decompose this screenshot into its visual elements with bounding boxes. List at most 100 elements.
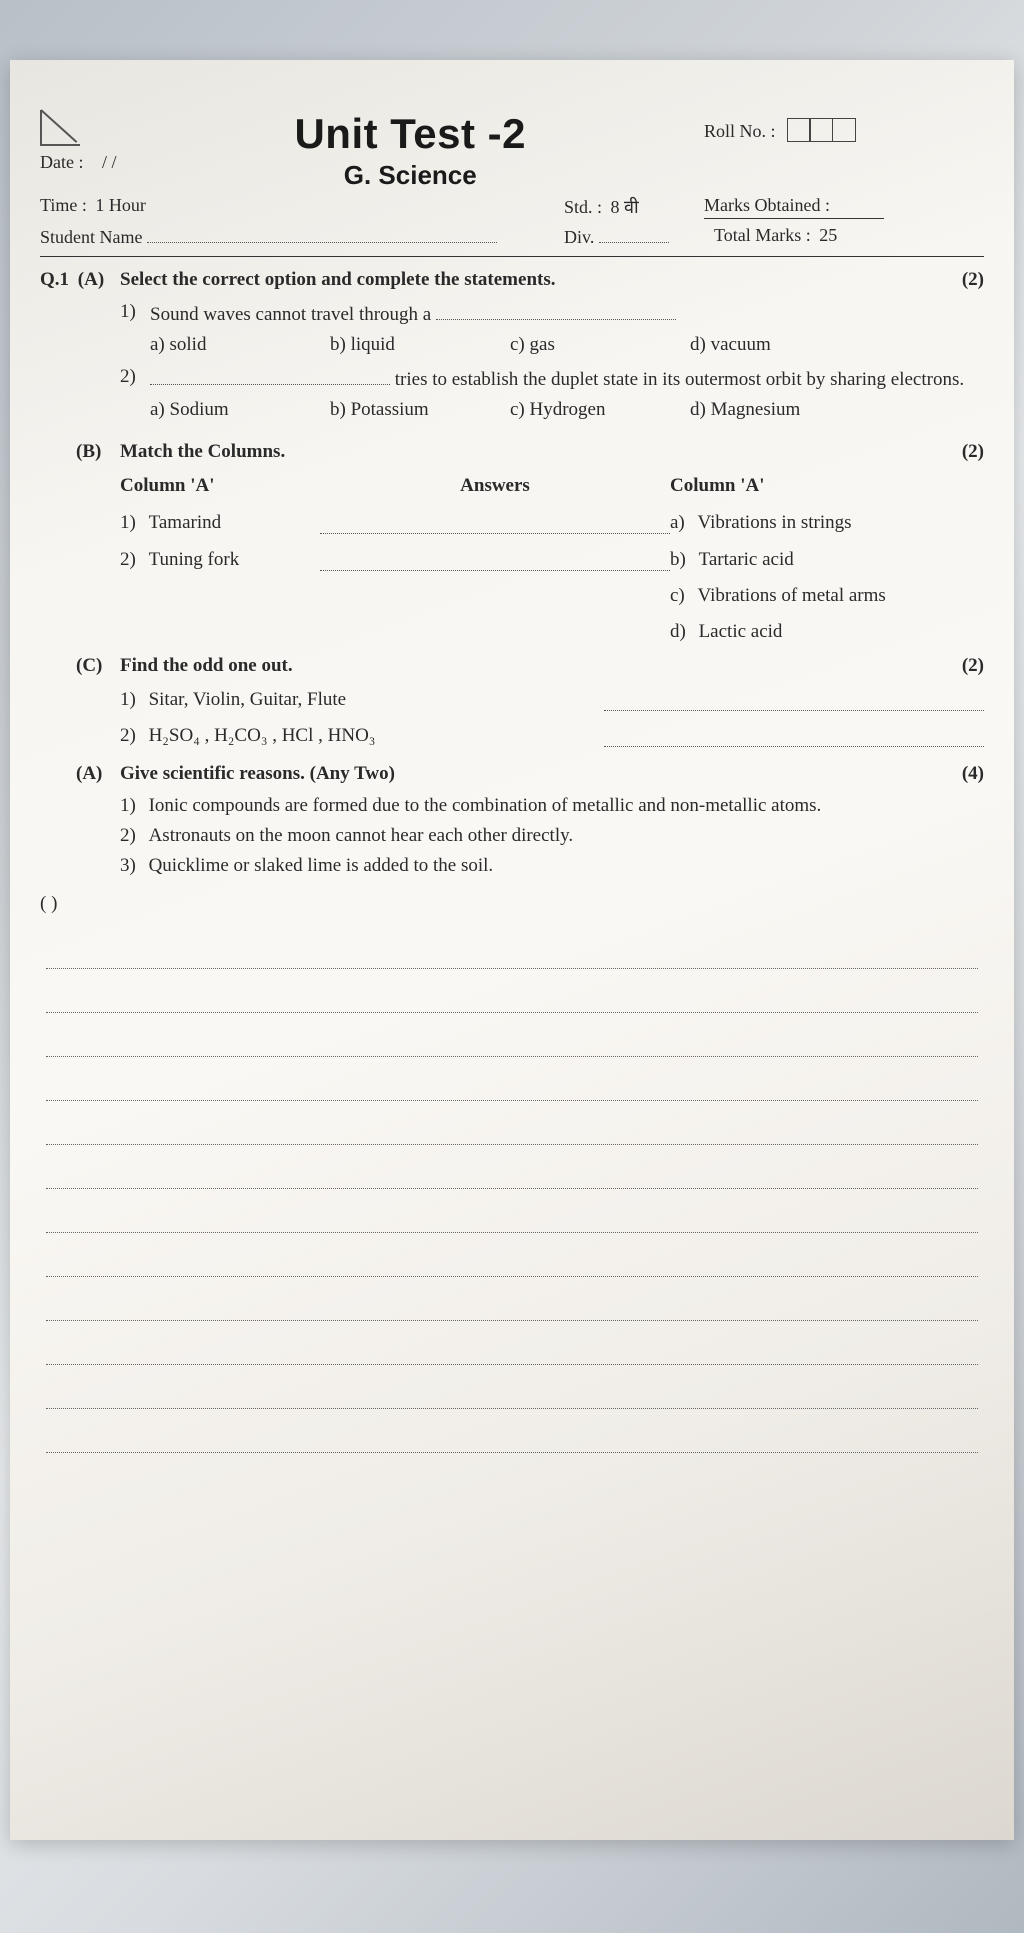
marks-obtained-label: Marks Obtained :: [704, 195, 884, 219]
time-label: Time :: [40, 195, 87, 215]
q1b-label: (B): [76, 441, 101, 462]
q1-num: Q.1: [40, 269, 69, 290]
match-b3-text: Vibrations of metal arms: [698, 585, 886, 606]
q1a1-stem: Sound waves cannot travel through a: [150, 304, 431, 325]
match-ans-1[interactable]: [320, 511, 670, 534]
q2a-label: (A): [76, 763, 102, 784]
header-divider: [40, 256, 984, 257]
col-a-head: Column 'A': [120, 475, 320, 497]
q1c2-num: 2): [120, 725, 136, 746]
q1-c-section: (C) Find the odd one out. (2) 1) Sitar, …: [40, 655, 984, 747]
match-row-4: d) Lactic acid: [120, 621, 984, 643]
match-b1-text: Vibrations in strings: [698, 512, 852, 533]
writing-line[interactable]: [46, 925, 978, 969]
col-ans-head: Answers: [320, 475, 670, 497]
q2a1-num: 1): [120, 795, 136, 816]
writing-line[interactable]: [46, 1145, 978, 1189]
q1a-marks: (2): [944, 269, 984, 291]
writing-line[interactable]: [46, 1321, 978, 1365]
writing-line[interactable]: [46, 1013, 978, 1057]
q2a2-text: Astronauts on the moon cannot hear each …: [149, 825, 574, 846]
match-b2-num: b): [670, 549, 686, 570]
q1a2-opt-d[interactable]: d) Magnesium: [690, 399, 830, 421]
q1a2-options: a) Sodium b) Potassium c) Hydrogen d) Ma…: [150, 399, 984, 421]
writing-line[interactable]: [46, 1057, 978, 1101]
q1a-item-1: 1) Sound waves cannot travel through a a…: [120, 301, 984, 356]
writing-line[interactable]: [46, 1277, 978, 1321]
q1a2-stem-tail: tries to establish the duplet state in i…: [395, 369, 964, 390]
q1c1-text: Sitar, Violin, Guitar, Flute: [149, 689, 347, 710]
q1a2-opt-c[interactable]: c) Hydrogen: [510, 399, 650, 421]
match-a2-text: Tuning fork: [149, 549, 240, 570]
writing-line[interactable]: [46, 969, 978, 1013]
q1a2-num: 2): [120, 366, 150, 391]
student-name-label: Student Name: [40, 227, 142, 247]
std-value: 8 वी: [611, 197, 639, 217]
match-columns: Column 'A' Answers Column 'A' 1) Tamarin…: [120, 475, 984, 643]
q1-a-section: Q.1 (A) Select the correct option and co…: [40, 269, 984, 421]
q1a1-opt-c[interactable]: c) gas: [510, 334, 650, 356]
writing-line[interactable]: [46, 1233, 978, 1277]
writing-line[interactable]: [46, 1409, 978, 1453]
triangle-icon: Date : / /: [40, 110, 117, 173]
q2a3-text: Quicklime or slaked lime is added to the…: [149, 855, 494, 876]
q2a3-num: 3): [120, 855, 136, 876]
match-b4-text: Lactic acid: [699, 621, 783, 642]
q1c-marks: (2): [944, 655, 984, 677]
q1c2-blank[interactable]: [604, 728, 984, 747]
title-block: Unit Test -2 G. Science: [117, 110, 705, 191]
subject-title: G. Science: [117, 160, 705, 191]
q1a2-opt-b[interactable]: b) Potassium: [330, 399, 470, 421]
reasons-list: 1) Ionic compounds are formed due to the…: [120, 795, 984, 877]
q2a-text: Give scientific reasons. (Any Two): [120, 763, 944, 785]
odd-out-list: 1) Sitar, Violin, Guitar, Flute 2) H₂SO₄…: [120, 689, 984, 747]
header: Date : / / Unit Test -2 G. Science Roll …: [40, 110, 984, 191]
q2a-marks: (4): [944, 763, 984, 785]
q1a1-opt-a[interactable]: a) solid: [150, 334, 290, 356]
total-marks-value: 25: [819, 225, 837, 245]
q1-b-section: (B) Match the Columns. (2) Column 'A' An…: [40, 441, 984, 643]
total-marks-label: Total Marks :: [714, 225, 811, 245]
q1a1-opt-d[interactable]: d) vacuum: [690, 334, 830, 356]
student-name-blank[interactable]: [147, 225, 497, 243]
meta-row-2: Time : 1 Hour Std. : 8 वी Marks Obtained…: [40, 195, 984, 219]
q1a2-blank[interactable]: [150, 366, 390, 385]
match-b3-num: c): [670, 585, 685, 606]
q2a1-text: Ionic compounds are formed due to the co…: [149, 795, 822, 816]
match-b1-num: a): [670, 512, 685, 533]
q1a1-num: 1): [120, 301, 150, 326]
exam-paper: Date : / / Unit Test -2 G. Science Roll …: [10, 60, 1014, 1840]
writing-line[interactable]: [46, 1189, 978, 1233]
match-row-1: 1) Tamarind a) Vibrations in strings: [120, 511, 984, 534]
div-blank[interactable]: [599, 225, 669, 243]
q1a-item-2: 2) tries to establish the duplet state i…: [120, 366, 984, 421]
match-a1-num: 1): [120, 512, 136, 533]
q1c1-num: 1): [120, 689, 136, 710]
div-label: Div.: [564, 227, 594, 247]
q1a-label: (A): [78, 269, 104, 290]
match-a1-text: Tamarind: [149, 512, 222, 533]
q1b-marks: (2): [944, 441, 984, 463]
time-value: 1 Hour: [95, 195, 146, 215]
q1a1-blank[interactable]: [436, 301, 676, 320]
match-b2-text: Tartaric acid: [699, 549, 794, 570]
q1a-text: Select the correct option and complete t…: [120, 269, 944, 291]
std-label: Std. :: [564, 197, 602, 217]
writing-line[interactable]: [46, 1101, 978, 1145]
date-label: Date :: [40, 152, 83, 172]
match-a2-num: 2): [120, 549, 136, 570]
q1a2-opt-a[interactable]: a) Sodium: [150, 399, 290, 421]
match-row-3: c) Vibrations of metal arms: [120, 585, 984, 607]
q1c2-text: H₂SO₄ , H₂CO₃ , HCl , HNO₃: [149, 725, 376, 746]
writing-line[interactable]: [46, 1365, 978, 1409]
q1a1-options: a) solid b) liquid c) gas d) vacuum: [150, 334, 984, 356]
q1a1-opt-b[interactable]: b) liquid: [330, 334, 470, 356]
right-header: Roll No. :: [704, 110, 984, 147]
writing-lines-area[interactable]: [40, 925, 984, 1453]
roll-no-boxes[interactable]: [788, 118, 856, 147]
student-row: Student Name Div. Total Marks : 25: [40, 225, 984, 248]
match-ans-2[interactable]: [320, 548, 670, 571]
q2a2-num: 2): [120, 825, 136, 846]
q1c1-blank[interactable]: [604, 692, 984, 711]
col-b-head: Column 'A': [670, 475, 984, 497]
